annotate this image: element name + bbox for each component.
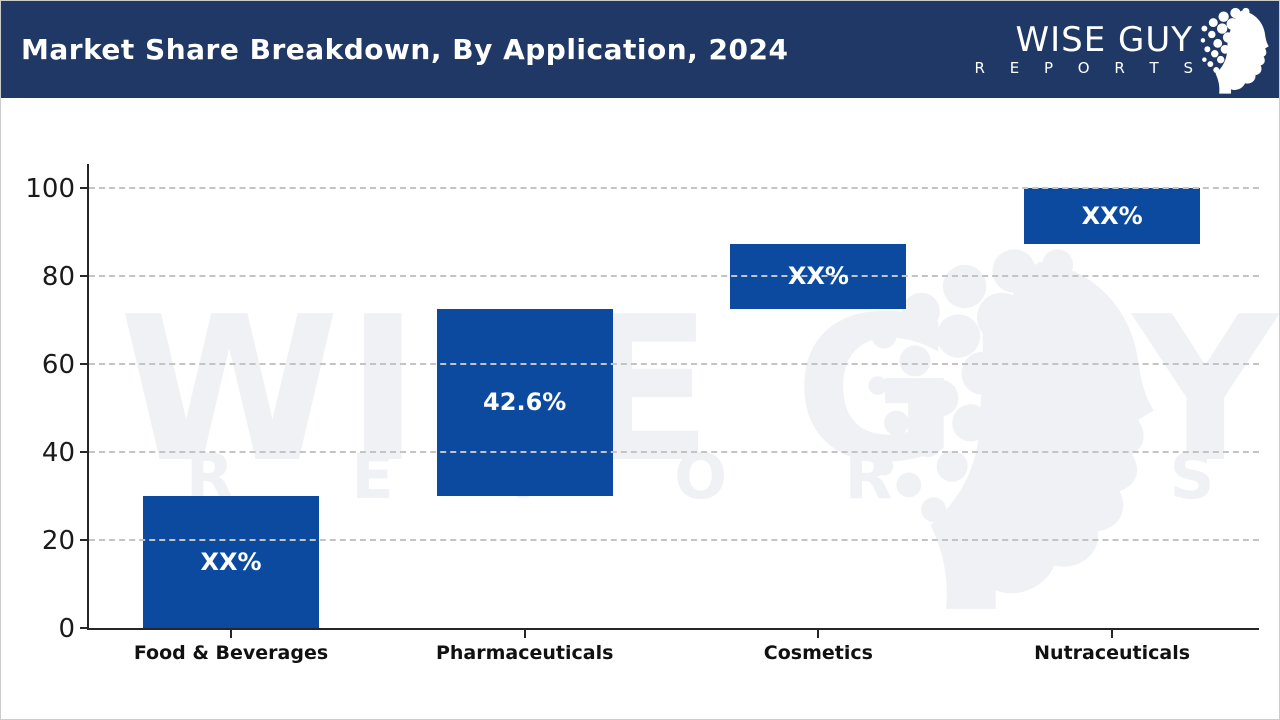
y-tick-80 xyxy=(80,275,89,277)
x-tick-3 xyxy=(817,629,820,638)
x-tick-2 xyxy=(523,629,526,638)
y-tick-label: 40 xyxy=(41,438,75,468)
wiseguy-logo: WISE GUY R E P O R T S xyxy=(975,6,1271,94)
gridline-80 xyxy=(89,275,1259,277)
y-tick-0 xyxy=(80,627,89,629)
x-axis-label: Pharmaceuticals xyxy=(435,642,614,664)
bar-value-label: 42.6% xyxy=(483,388,567,417)
logo-wordmark: WISE GUY xyxy=(1015,20,1193,60)
x-axis-line xyxy=(87,628,1259,630)
bar-value-label: XX% xyxy=(1081,202,1143,231)
y-tick-40 xyxy=(80,451,89,453)
bar-value-label: XX% xyxy=(787,262,849,291)
bar-nutraceuticals xyxy=(1024,188,1201,245)
y-tick-60 xyxy=(80,363,89,365)
gridline-40 xyxy=(89,451,1259,453)
gridline-60 xyxy=(89,363,1259,365)
bar-value-label: XX% xyxy=(200,548,262,576)
y-tick-label: 0 xyxy=(58,614,75,644)
bar-pharmaceuticals xyxy=(436,308,613,496)
x-tick-1 xyxy=(230,629,232,638)
x-axis-label: Nutraceuticals xyxy=(1034,642,1191,664)
y-axis-line xyxy=(87,164,89,630)
x-axis-label: Cosmetics xyxy=(763,642,873,664)
header: Market Share Breakdown, By Application, … xyxy=(1,1,1279,98)
logo-subtitle: R E P O R T S xyxy=(974,59,1203,77)
y-tick-label: 60 xyxy=(41,350,75,380)
y-tick-label: 20 xyxy=(41,526,75,556)
y-tick-20 xyxy=(80,539,89,541)
chart-title: Market Share Breakdown, By Application, … xyxy=(21,33,789,66)
gridline-100 xyxy=(89,187,1259,189)
x-axis-label: Food & Beverages xyxy=(133,642,329,664)
wiseguy-face-icon xyxy=(1200,7,1269,94)
y-tick-label: 80 xyxy=(41,262,75,292)
market-share-chart: WISE GUY R E P O R T S 0 20 40 60 80 100 XX% 42… xyxy=(1,98,1279,719)
gridline-20 xyxy=(89,539,1259,541)
bar-food-beverages xyxy=(143,496,319,628)
watermark-face-icon xyxy=(868,249,1154,609)
y-tick-label: 100 xyxy=(25,174,75,204)
y-tick-100 xyxy=(80,187,89,189)
x-tick-4 xyxy=(1111,629,1114,638)
